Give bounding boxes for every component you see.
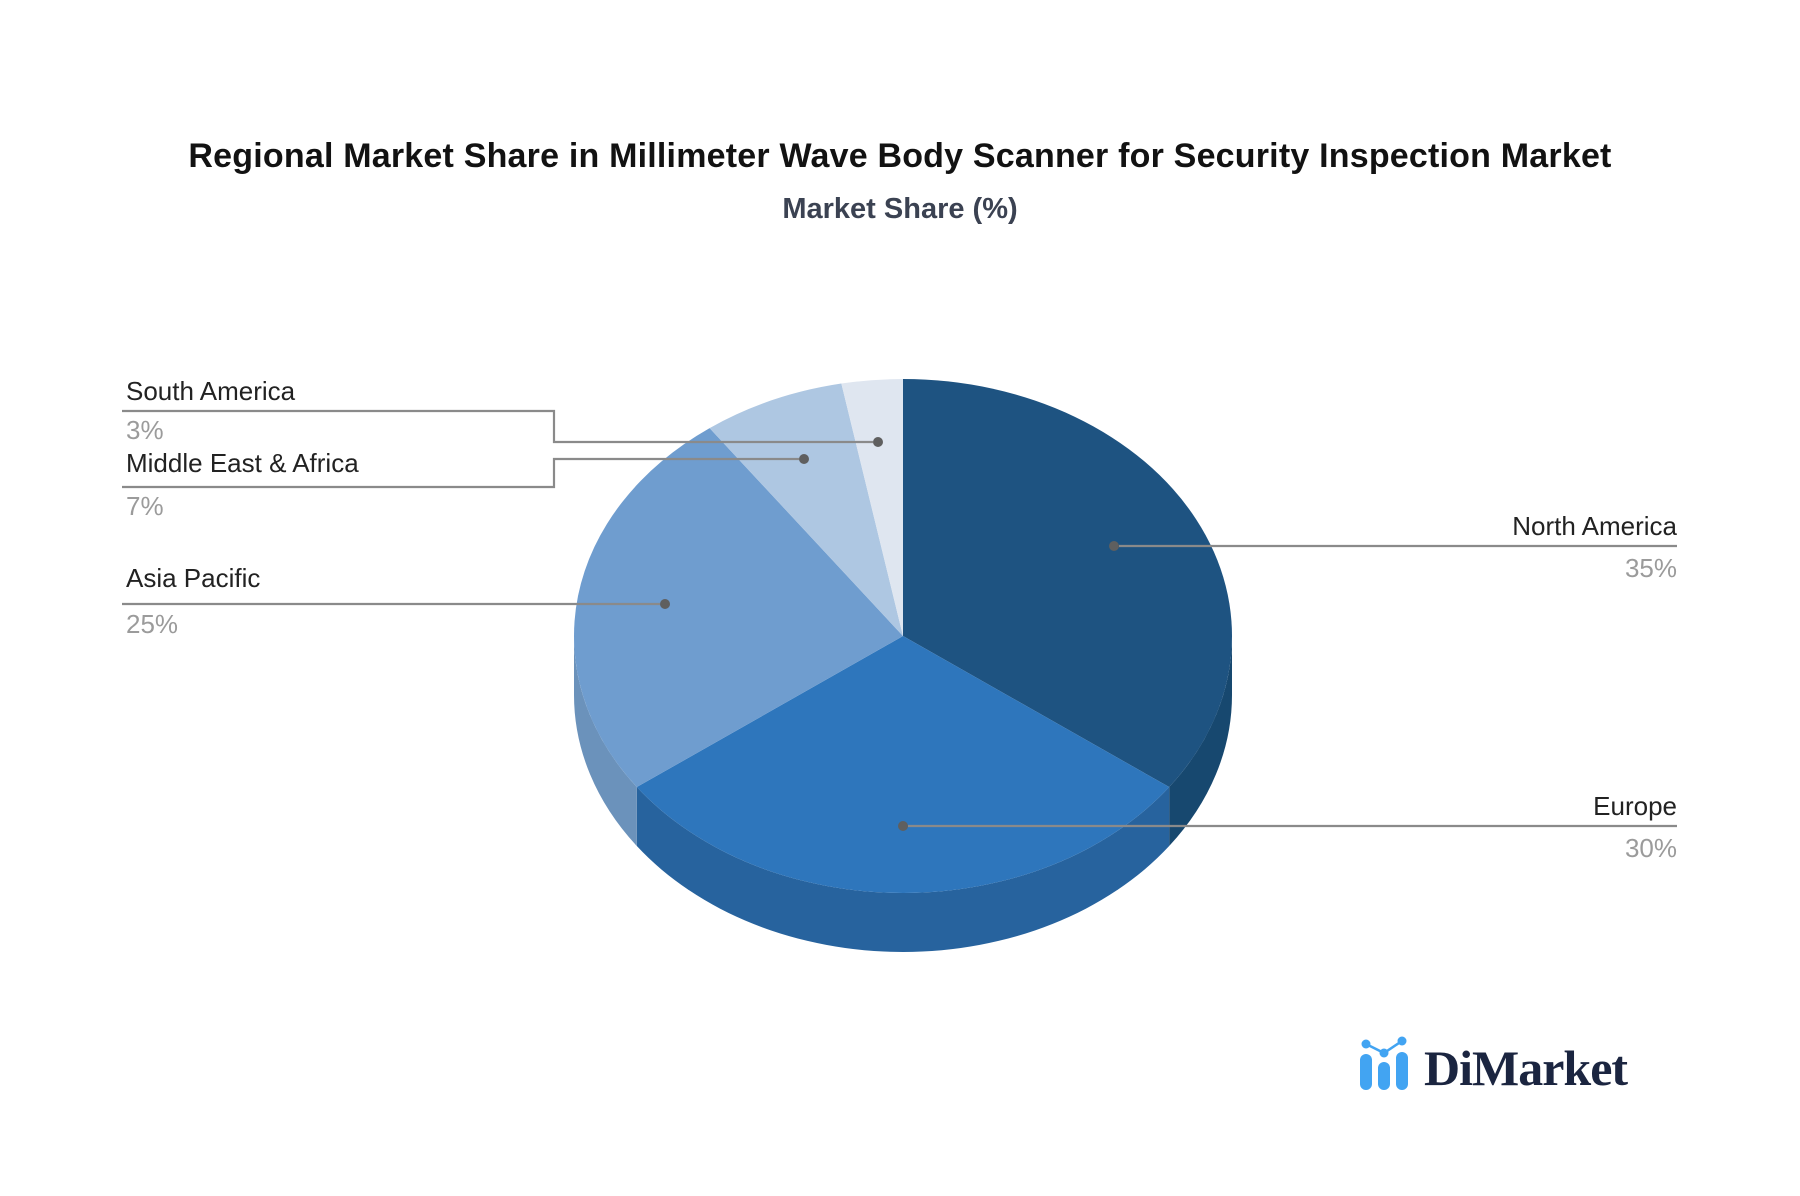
label-value-europe: 30% xyxy=(1624,833,1677,863)
label-value-south-america: 3% xyxy=(126,415,164,445)
label-europe: Europe xyxy=(1593,791,1677,821)
leader-dot-north-america xyxy=(1109,541,1119,551)
slice-south-america[interactable] xyxy=(841,379,903,636)
slice-middle-east-and-africa[interactable] xyxy=(709,383,903,636)
leader-dot-middle-east-and-africa xyxy=(799,454,809,464)
label-north-america: North America xyxy=(1512,511,1677,541)
label-middle-east-and-africa: Middle East & Africa xyxy=(126,448,359,478)
leader-dot-europe xyxy=(898,821,908,831)
leader-dot-asia-pacific xyxy=(660,599,670,609)
brand-logo[interactable]: DiMarket xyxy=(1358,1034,1628,1096)
leader-middle-east-and-africa xyxy=(122,457,799,489)
leader-south-america xyxy=(122,409,873,444)
slice-north-america[interactable] xyxy=(903,379,1233,788)
label-asia-pacific: Asia Pacific xyxy=(126,563,261,593)
logo-bars-icon xyxy=(1360,1036,1408,1090)
logo-text: DiMarket xyxy=(1424,1040,1628,1096)
chart-title: Regional Market Share in Millimeter Wave… xyxy=(188,137,1612,175)
slice-asia-pacific[interactable] xyxy=(574,428,903,788)
chart-subtitle: Market Share (%) xyxy=(782,193,1018,225)
label-value-middle-east-and-africa: 7% xyxy=(126,491,164,521)
slice-side-north-america xyxy=(1169,636,1232,847)
leader-dot-south-america xyxy=(873,437,883,447)
label-south-america: South America xyxy=(126,376,296,406)
label-value-asia-pacific: 25% xyxy=(126,609,179,639)
label-value-north-america: 35% xyxy=(1624,553,1677,583)
slice-side-asia-pacific xyxy=(574,636,637,847)
slice-side-europe xyxy=(636,787,1170,952)
slice-europe[interactable] xyxy=(636,636,1170,893)
